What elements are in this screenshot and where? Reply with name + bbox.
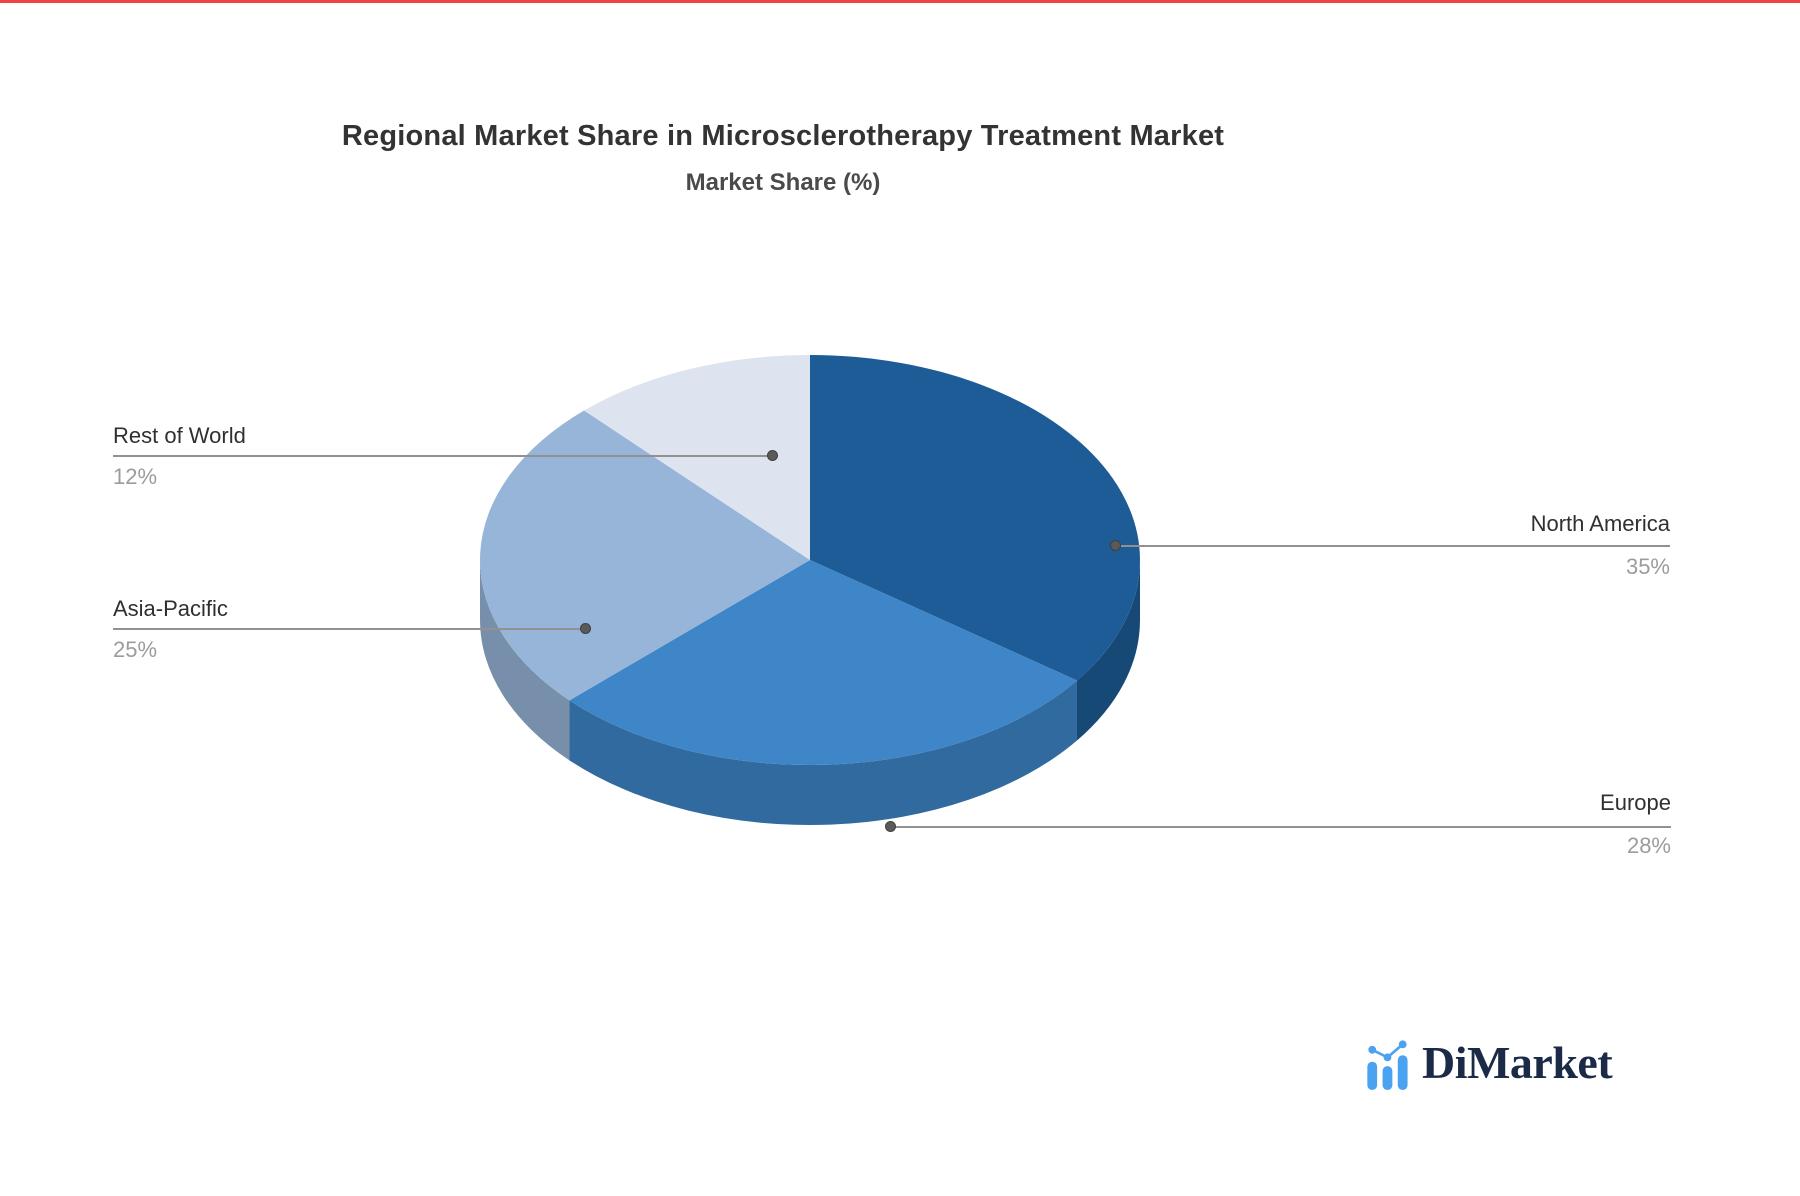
callout-line-asia-pacific bbox=[113, 628, 585, 630]
top-accent-bar bbox=[0, 0, 1800, 3]
callout-value-north-america: 35% bbox=[1625, 554, 1670, 579]
callout-dot-rest-of-world bbox=[767, 450, 778, 461]
callout-line-europe bbox=[890, 826, 1671, 828]
pie-slice-side-asia-pacific[interactable] bbox=[480, 560, 570, 761]
callout-label-asia-pacific: Asia-Pacific bbox=[113, 596, 228, 621]
callout-label-north-america: North America bbox=[1530, 511, 1670, 536]
brand-name: DiMarket bbox=[1422, 1036, 1613, 1088]
pie-slice-asia-pacific[interactable] bbox=[479, 410, 810, 701]
chart-title: Regional Market Share in Microsclerother… bbox=[341, 120, 1225, 152]
brand-logo: DiMarket bbox=[1366, 1034, 1613, 1090]
callout-dot-north-america bbox=[1110, 540, 1121, 551]
pie-slice-rest-of-world[interactable] bbox=[584, 355, 810, 560]
callout-value-europe: 28% bbox=[1626, 833, 1671, 858]
callout-dot-asia-pacific bbox=[580, 623, 591, 634]
callout-line-north-america bbox=[1115, 545, 1670, 547]
callout-label-europe: Europe bbox=[1600, 790, 1671, 815]
callout-value-asia-pacific: 25% bbox=[113, 637, 158, 662]
callout-value-rest-of-world: 12% bbox=[113, 464, 158, 489]
chart-subtitle: Market Share (%) bbox=[685, 169, 881, 196]
bar-line-chart-icon bbox=[1367, 1040, 1408, 1090]
callout-dot-europe bbox=[885, 821, 896, 832]
pie-slice-europe[interactable] bbox=[569, 560, 1077, 765]
pie-slice-north-america[interactable] bbox=[810, 355, 1140, 681]
pie-slice-side-europe[interactable] bbox=[569, 680, 1077, 825]
pie-slice-side-north-america[interactable] bbox=[1076, 560, 1140, 741]
callout-label-rest-of-world: Rest of World bbox=[113, 423, 246, 448]
callout-line-rest-of-world bbox=[113, 455, 772, 457]
